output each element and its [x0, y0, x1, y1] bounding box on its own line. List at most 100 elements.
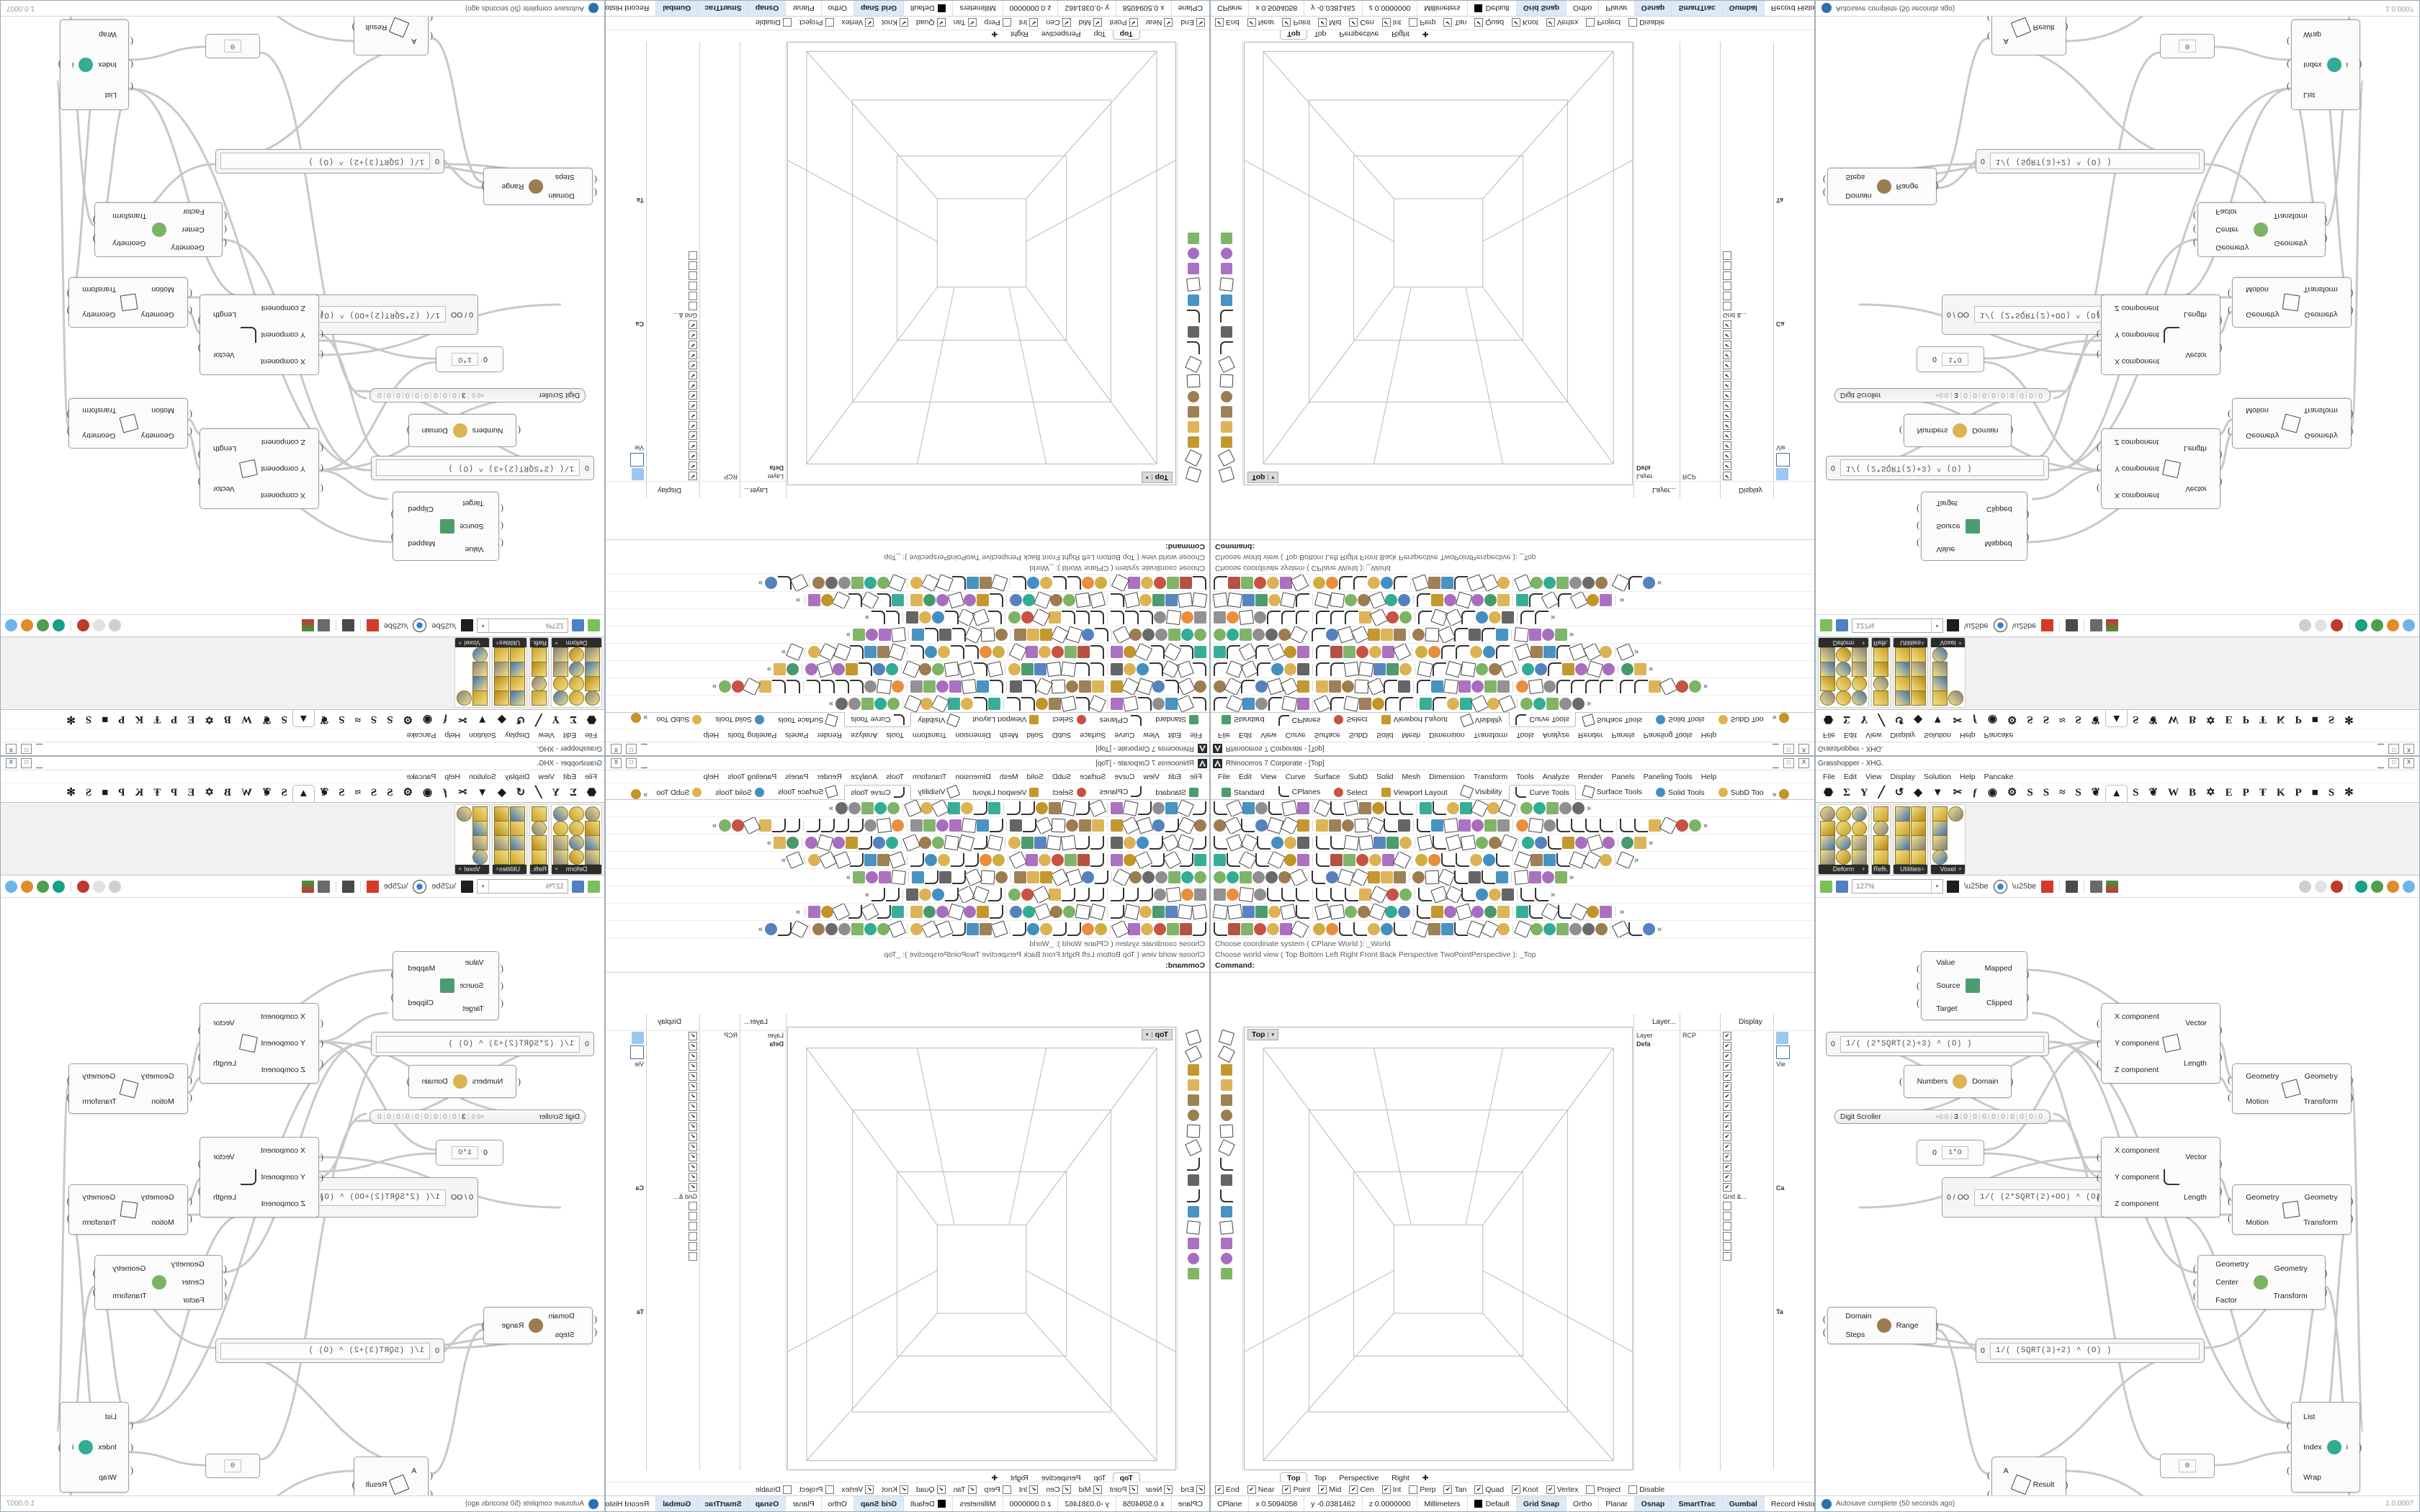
gh-component-move-1[interactable]: Geometry Motion Geometry Transform(()): [2228, 398, 2353, 449]
toolbar-icon-29[interactable]: [778, 576, 792, 590]
toolbar-icon-10[interactable]: [1049, 611, 1061, 624]
gh-component-tab-16[interactable]: ▲: [292, 710, 315, 727]
display-option-row[interactable]: ✔: [646, 471, 699, 481]
toolbar-icon-1[interactable]: [1180, 577, 1192, 589]
toolbar-icon-18[interactable]: [931, 800, 950, 817]
osnap-vertex[interactable]: ✔ Vertex: [1546, 1485, 1578, 1494]
gh-input-port[interactable]: (: [189, 305, 192, 317]
toolbar-icon-24[interactable]: [851, 577, 864, 589]
toolbar-icon-6[interactable]: [1111, 854, 1123, 866]
toolbar-icon-8[interactable]: [1076, 697, 1090, 711]
toolbar-icon-12[interactable]: [1026, 646, 1038, 658]
gh-input-port[interactable]: (: [320, 1058, 323, 1068]
left-toolbar-icon-6[interactable]: [1186, 374, 1201, 388]
gh-slider-digit[interactable]: 0: [394, 391, 403, 400]
checkbox-checked[interactable]: ✔: [1723, 1183, 1731, 1192]
display-option-row[interactable]: ✔: [646, 1031, 699, 1041]
toolbar-icon-8[interactable]: [1079, 680, 1091, 693]
gh-component-tab-20[interactable]: B: [2189, 714, 2197, 725]
toolbar-icon-2[interactable]: [1165, 680, 1179, 693]
toolbar-icon-8[interactable]: [1329, 592, 1345, 608]
toolbar-icon-17[interactable]: [945, 888, 959, 901]
rhino-dock-layers[interactable]: Layer... Layer Defa: [1634, 1014, 1680, 1470]
toolbar-icon-2[interactable]: [1238, 609, 1255, 626]
toolbar-icon-9[interactable]: [1339, 922, 1353, 936]
rhino-menu-item-5[interactable]: SubD: [1348, 772, 1368, 781]
gh-input-port[interactable]: (: [500, 521, 503, 532]
toolbar-icon-22[interactable]: [1529, 629, 1541, 641]
checkbox-checked[interactable]: ✔: [1723, 441, 1731, 450]
toolbar-icon-7[interactable]: [1313, 800, 1332, 816]
gh-menu-item-2[interactable]: View: [538, 772, 555, 781]
rhino-dock-display[interactable]: Display ✔ ✔ ✔ ✔ ✔ ✔ ✔ ✔ ✔ ✔ ✔ ✔ ✔ ✔ ✔ ✔ Grid &...: [646, 1014, 700, 1470]
gh-input-port[interactable]: (: [1917, 997, 1920, 1008]
toolbar-icon-9[interactable]: [1063, 906, 1075, 918]
checkbox-checked[interactable]: ✔: [1215, 18, 1224, 27]
toolbar-icon-15[interactable]: [977, 819, 989, 832]
gh-component-tab-13[interactable]: ≈: [354, 787, 361, 798]
rhino-tab-subd-too[interactable]: SubD Too: [1712, 713, 1770, 726]
gh-component-tab-15[interactable]: ❦: [319, 787, 329, 798]
gh-minimize-button[interactable]: [36, 761, 42, 768]
open-file-icon[interactable]: [588, 619, 600, 632]
checkbox-checked[interactable]: ✔: [689, 1112, 697, 1121]
toolbar-icon-4[interactable]: [1268, 594, 1281, 606]
gh-slider-digit[interactable]: 0: [1979, 1112, 1989, 1121]
toolbar-icon-0[interactable]: [1193, 801, 1206, 815]
gh-output-port[interactable]: ): [2350, 1074, 2354, 1086]
gh-component-tab-22[interactable]: E: [187, 787, 195, 798]
gh-input-port[interactable]: (: [2097, 1017, 2100, 1028]
toolbar-icon-12[interactable]: [1021, 801, 1035, 815]
toolbar-icon-23[interactable]: [864, 680, 877, 693]
gh-input-port[interactable]: (: [2228, 410, 2231, 421]
toolbar-icon-22[interactable]: [879, 629, 891, 641]
toolbar-icon-29[interactable]: [1634, 680, 1648, 693]
rhino-tab-curve-tools[interactable]: Curve Tools: [1509, 785, 1576, 800]
display-option-row[interactable]: [646, 271, 699, 281]
toolbar-icon-16[interactable]: [1441, 853, 1455, 867]
toolbar-icon-12[interactable]: [1021, 837, 1034, 849]
gh-input-port[interactable]: (: [1823, 175, 1827, 186]
gh-menu-item-2[interactable]: View: [1865, 731, 1882, 740]
gh-input-port[interactable]: (: [223, 225, 227, 235]
widget-teal-icon[interactable]: [53, 619, 65, 632]
toolbar-icon-17[interactable]: [1458, 680, 1471, 693]
display-option-row[interactable]: [646, 261, 699, 271]
gh-menu-item-0[interactable]: File: [585, 772, 597, 781]
gh-input-port[interactable]: (: [130, 37, 133, 48]
toolbar-icon-5[interactable]: [1281, 696, 1298, 712]
toolbar-icon-21[interactable]: [886, 663, 898, 675]
rhino-tab-standard[interactable]: Standard: [1149, 786, 1205, 799]
toolbar-icon-22[interactable]: [877, 923, 889, 935]
rhino-toolbar-tabs[interactable]: Standard CPlanes Select Viewport Layout Visi…: [606, 783, 1209, 800]
checkbox-checked[interactable]: ✔: [689, 1042, 697, 1050]
gh-component-move-2[interactable]: Geometry Motion Geometry Transform(()): [2228, 1184, 2353, 1235]
gh-component-tab-24[interactable]: Ŧ: [153, 714, 161, 725]
toolbar-icon-0[interactable]: [1194, 629, 1206, 641]
osnap-vertex[interactable]: ✔ Vertex: [1546, 18, 1578, 27]
toolbar-icon-18[interactable]: [936, 921, 954, 938]
rhino-menu-item-12[interactable]: Render: [1578, 772, 1603, 781]
toolbar-icon-0[interactable]: [1194, 854, 1206, 866]
toolbar-icon-3[interactable]: [1252, 629, 1265, 641]
toolbar-icon-12[interactable]: [1026, 854, 1038, 866]
gh-component-scale-1[interactable]: Geometry Center Factor Geometry Transform(((…: [93, 1255, 227, 1310]
toolbar-icon-15[interactable]: [1433, 697, 1446, 711]
toolbar-icon-10[interactable]: [1356, 646, 1368, 658]
toolbar-icon-18[interactable]: [1470, 854, 1482, 866]
toolbar-icon-27[interactable]: [1600, 646, 1612, 658]
toolbar-icon-16[interactable]: [957, 834, 975, 852]
checkbox-checked[interactable]: ✔: [1723, 451, 1731, 460]
zoom-level-input[interactable]: 127% ▾: [1852, 879, 1943, 894]
gh-component-tab-23[interactable]: P: [2242, 714, 2249, 725]
toolbar-icon-22[interactable]: [1529, 593, 1543, 607]
toolbar-icon-13[interactable]: [1399, 801, 1413, 815]
toolbar-icon-15[interactable]: [972, 886, 990, 904]
toolbar-icon-18[interactable]: [936, 906, 949, 918]
toolbar-tabs-overflow-icon[interactable]: »: [1772, 791, 1777, 799]
toolbar-icon-13[interactable]: [1399, 888, 1412, 901]
gh-panel-value[interactable]: 1*O: [1941, 1146, 1968, 1159]
display-option-row[interactable]: ✔: [1721, 420, 1774, 431]
